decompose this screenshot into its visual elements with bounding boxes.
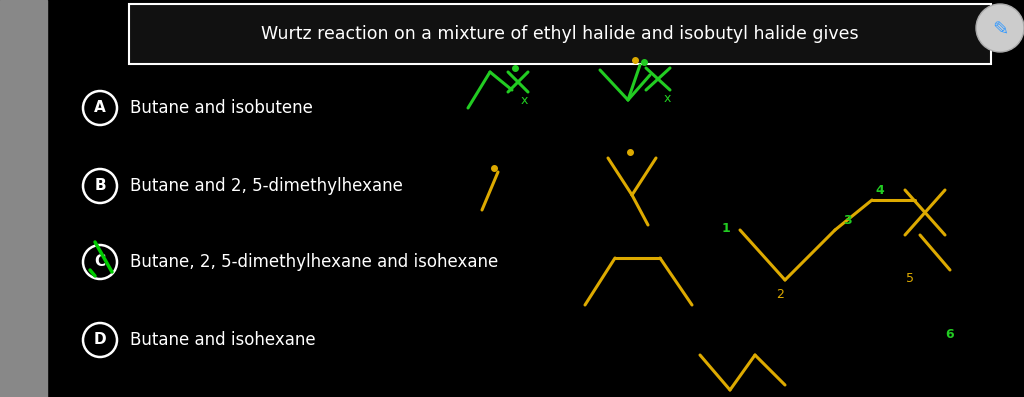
Text: B: B: [94, 179, 105, 193]
Text: x: x: [520, 94, 527, 106]
Text: Butane, 2, 5-dimethylhexane and isohexane: Butane, 2, 5-dimethylhexane and isohexan…: [130, 253, 499, 271]
Text: C: C: [94, 254, 105, 270]
Text: 4: 4: [876, 183, 885, 197]
Text: 5: 5: [906, 272, 914, 285]
Text: D: D: [93, 333, 106, 347]
Text: ✎: ✎: [992, 21, 1009, 39]
Text: 6: 6: [946, 328, 954, 341]
Text: 3: 3: [844, 214, 852, 227]
Circle shape: [976, 4, 1024, 52]
Text: Wurtz reaction on a mixture of ethyl halide and isobutyl halide gives: Wurtz reaction on a mixture of ethyl hal…: [261, 25, 859, 43]
Bar: [0, 0, 47, 397]
Text: Butane and 2, 5-dimethylhexane: Butane and 2, 5-dimethylhexane: [130, 177, 402, 195]
Text: x: x: [664, 91, 671, 104]
Text: 1: 1: [722, 222, 730, 235]
Text: Butane and isobutene: Butane and isobutene: [130, 99, 313, 117]
Text: A: A: [94, 100, 105, 116]
Text: Butane and isohexane: Butane and isohexane: [130, 331, 315, 349]
Text: 2: 2: [776, 289, 784, 301]
FancyBboxPatch shape: [129, 4, 991, 64]
